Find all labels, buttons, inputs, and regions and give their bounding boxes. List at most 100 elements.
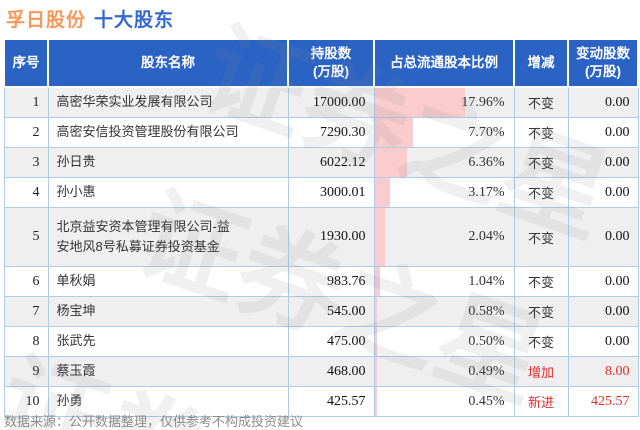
row-number: 5	[3, 207, 49, 267]
column-header: 持股数 (万股)	[287, 38, 375, 88]
pct-bar	[375, 387, 377, 416]
change-shares: 0.00	[567, 207, 639, 267]
change-direction: 不变	[513, 117, 569, 148]
change-shares: 0.00	[567, 147, 639, 178]
column-header-unit: (万股)	[585, 64, 621, 79]
row-number: 3	[3, 147, 49, 178]
column-header: 占总流通股本比例	[373, 38, 515, 88]
pct-value: 17.96%	[461, 94, 505, 110]
column-header-label: 变动股数	[576, 46, 630, 62]
shareholder-name: 单秋娟	[47, 266, 289, 297]
pct-of-float-cell: 1.04%	[373, 266, 515, 297]
shares-held: 425.57	[287, 386, 375, 417]
shareholder-name: 张武先	[47, 326, 289, 357]
change-direction: 不变	[513, 296, 569, 327]
data-source-note: 数据来源：公开数据整理，仅供参考不构成投资建议	[4, 414, 304, 429]
pct-of-float-cell: 2.04%	[373, 207, 515, 267]
shares-held: 7290.30	[287, 117, 375, 148]
table-header: 序号 股东名称 持股数 (万股) 占总流通股本比例 增减 变动股数 (万股)	[3, 38, 639, 88]
row-number: 10	[3, 386, 49, 417]
column-header-label: 持股数	[310, 46, 352, 62]
pct-of-float-cell: 6.36%	[373, 147, 515, 178]
pct-of-float-cell: 0.58%	[373, 296, 515, 327]
row-number: 2	[3, 117, 49, 148]
shares-held: 545.00	[287, 296, 375, 327]
pct-value: 0.58%	[468, 303, 505, 319]
row-number: 1	[3, 86, 49, 118]
change-shares: 0.00	[567, 86, 639, 118]
shareholder-name: 孙勇	[47, 386, 289, 417]
table-row: 8 张武先 475.00 0.50% 不变 0.00	[3, 326, 639, 357]
pct-of-float-cell: 7.70%	[373, 117, 515, 148]
pct-bar	[375, 148, 407, 177]
pct-bar	[375, 267, 380, 296]
table-row: 2 高密安信投资管理股份有限公司 7290.30 7.70% 不变 0.00	[3, 117, 639, 148]
column-header-label: 占总流通股本比例	[390, 55, 498, 71]
column-header: 序号	[3, 38, 49, 88]
table-row: 7 杨宝坤 545.00 0.58% 不变 0.00	[3, 296, 639, 327]
shareholder-name: 杨宝坤	[47, 296, 289, 327]
table-row: 4 孙小惠 3000.01 3.17% 不变 0.00	[3, 177, 639, 208]
pct-bar	[375, 357, 377, 386]
pct-bar	[375, 327, 378, 356]
change-shares: 0.00	[567, 296, 639, 327]
column-header: 变动股数 (万股)	[567, 38, 639, 88]
table-row: 10 孙勇 425.57 0.45% 新进 425.57	[3, 386, 639, 417]
pct-value: 2.04%	[468, 229, 505, 244]
change-direction: 不变	[513, 266, 569, 297]
change-direction: 新进	[513, 386, 569, 417]
row-number: 6	[3, 266, 49, 297]
pct-bar	[375, 88, 465, 117]
pct-of-float-cell: 3.17%	[373, 177, 515, 208]
change-shares: 425.57	[567, 386, 639, 417]
column-header-unit: (万股)	[313, 64, 349, 79]
stock-name: 孚日股份	[6, 10, 87, 31]
row-number: 4	[3, 177, 49, 208]
pct-bar	[375, 208, 385, 266]
row-number: 9	[3, 356, 49, 387]
change-direction: 不变	[513, 86, 569, 118]
change-shares: 0.00	[567, 326, 639, 357]
pct-value: 0.45%	[468, 393, 505, 409]
shareholder-name: 北京益安资本管理有限公司-益 安地风8号私募证券投资基金	[47, 207, 289, 267]
shares-held: 3000.01	[287, 177, 375, 208]
table-row: 9 蔡玉霞 468.00 0.49% 增加 8.00	[3, 356, 639, 387]
page-title: 孚日股份 十大股东	[6, 5, 174, 32]
shareholder-name: 蔡玉霞	[47, 356, 289, 387]
shares-held: 475.00	[287, 326, 375, 357]
row-number: 8	[3, 326, 49, 357]
change-shares: 0.00	[567, 117, 639, 148]
pct-of-float-cell: 0.45%	[373, 386, 515, 417]
change-shares: 0.00	[567, 266, 639, 297]
change-direction: 不变	[513, 177, 569, 208]
pct-of-float-cell: 0.50%	[373, 326, 515, 357]
shares-held: 17000.00	[287, 86, 375, 118]
shares-held: 983.76	[287, 266, 375, 297]
pct-value: 7.70%	[468, 124, 505, 140]
shares-held: 6022.12	[287, 147, 375, 178]
pct-value: 0.49%	[468, 363, 505, 379]
column-header-label: 增减	[527, 55, 555, 71]
table-row: 5 北京益安资本管理有限公司-益 安地风8号私募证券投资基金 1930.00 2…	[3, 207, 639, 267]
shareholders-table: 序号 股东名称 持股数 (万股) 占总流通股本比例 增减 变动股数 (万股) 1…	[3, 38, 639, 417]
title-suffix: 十大股东	[94, 10, 175, 31]
column-header-label: 序号	[12, 55, 40, 71]
pct-value: 1.04%	[468, 273, 505, 289]
pct-bar	[375, 118, 414, 147]
change-direction: 不变	[513, 147, 569, 178]
shareholder-name: 高密安信投资管理股份有限公司	[47, 117, 289, 148]
shareholder-name: 孙小惠	[47, 177, 289, 208]
column-header: 增减	[513, 38, 569, 88]
shares-held: 1930.00	[287, 207, 375, 267]
pct-bar	[375, 297, 378, 326]
change-shares: 0.00	[567, 177, 639, 208]
change-direction: 不变	[513, 326, 569, 357]
shareholder-name: 孙日贵	[47, 147, 289, 178]
pct-bar	[375, 178, 391, 207]
change-direction: 不变	[513, 207, 569, 267]
row-number: 7	[3, 296, 49, 327]
table-row: 3 孙日贵 6022.12 6.36% 不变 0.00	[3, 147, 639, 178]
shareholder-name: 高密华荣实业发展有限公司	[47, 86, 289, 118]
pct-value: 6.36%	[468, 154, 505, 170]
